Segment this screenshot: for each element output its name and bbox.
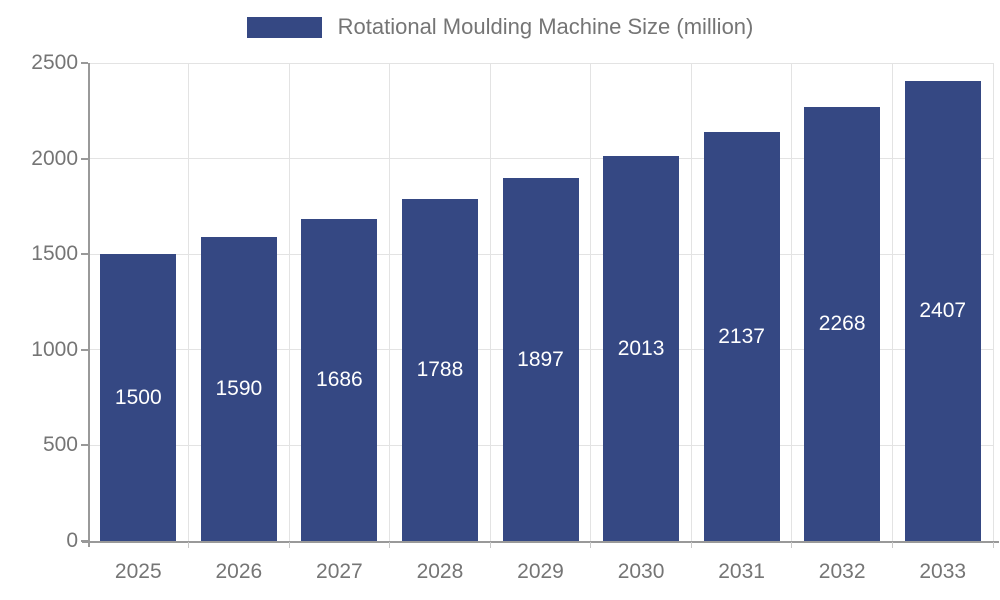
bar-2029: 1897 (502, 178, 579, 541)
x-axis-tick (992, 542, 994, 548)
x-axis-tick (389, 542, 391, 548)
bar-2032: 2268 (804, 107, 881, 541)
v-gridline (791, 63, 793, 541)
v-gridline (489, 63, 491, 541)
bar-2027: 1686 (301, 218, 378, 541)
x-axis-label: 2029 (517, 560, 564, 583)
bar-value-label: 2013 (617, 336, 665, 360)
y-axis-tick (81, 444, 88, 447)
bar-value-label: 2137 (718, 324, 765, 348)
y-axis-label: 2000 (31, 146, 78, 170)
v-gridline (690, 63, 692, 541)
y-axis-tick (81, 348, 88, 351)
bar-2025: 1500 (100, 254, 177, 541)
x-axis-tick (690, 542, 692, 548)
x-axis-label: 2026 (215, 560, 263, 583)
bar-2026: 1590 (200, 237, 277, 541)
x-axis-tick (288, 542, 290, 548)
x-axis-label: 2033 (919, 560, 967, 583)
x-axis-tick (891, 542, 893, 548)
plot-area: 1500 1590 1686 1788 1897 2013 2137 2268 2407 (88, 62, 994, 541)
bar-2033: 2407 (904, 80, 981, 541)
h-gridline (88, 158, 993, 160)
v-gridline (590, 63, 592, 541)
x-axis-label: 2032 (818, 560, 866, 583)
bar-value-label: 2268 (818, 312, 866, 336)
bar-value-label: 1686 (316, 367, 363, 391)
x-axis-tick (590, 542, 592, 548)
y-axis-label: 0 (66, 529, 78, 552)
bar-2028: 1788 (401, 199, 478, 541)
legend-swatch (246, 16, 322, 38)
x-axis-label: 2028 (416, 560, 464, 583)
bar-2030: 2013 (603, 156, 680, 541)
x-axis-label: 2027 (316, 560, 363, 583)
y-axis-tick (81, 157, 88, 160)
y-axis-label: 2500 (31, 51, 78, 74)
v-gridline (288, 63, 290, 541)
bar-value-label: 1590 (215, 377, 263, 400)
x-axis-label: 2030 (617, 560, 665, 583)
x-axis-label: 2025 (114, 560, 162, 583)
bar-value-label: 1788 (416, 358, 464, 382)
v-gridline (891, 63, 893, 541)
legend-label: Rotational Moulding Machine Size (millio… (337, 14, 754, 39)
bar-value-label: 1500 (114, 385, 162, 409)
legend-item[interactable]: Rotational Moulding Machine Size (millio… (0, 14, 1000, 40)
y-axis-tick (81, 62, 88, 64)
y-axis-tick (81, 540, 88, 542)
y-axis-label: 500 (42, 433, 78, 457)
y-axis-label: 1500 (31, 242, 78, 266)
x-axis-tick (188, 542, 190, 548)
x-axis-tick (791, 542, 793, 548)
x-axis-label: 2031 (718, 560, 765, 583)
bar-value-label: 1897 (517, 347, 564, 371)
bar-value-label: 2407 (919, 298, 967, 322)
y-axis-label: 1000 (31, 337, 78, 361)
v-gridline (188, 63, 190, 541)
y-axis-tick (81, 253, 88, 256)
x-axis-tick (489, 542, 491, 548)
h-gridline (88, 62, 993, 64)
v-gridline (992, 63, 994, 541)
v-gridline (389, 63, 391, 541)
x-axis-line (82, 541, 999, 543)
bar-2031: 2137 (703, 132, 780, 541)
y-axis-line (88, 63, 90, 547)
